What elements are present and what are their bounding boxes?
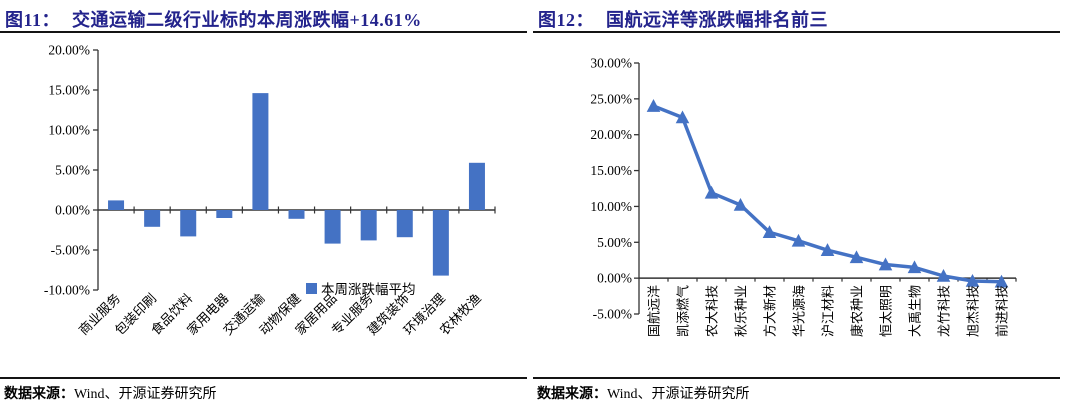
title-rule xyxy=(0,31,527,33)
y-tick-label: 20.00% xyxy=(590,127,632,142)
triangle-marker xyxy=(762,225,777,239)
y-tick-label: 15.00% xyxy=(590,163,632,178)
triangle-marker xyxy=(936,268,951,282)
x-category-label: 龙竹科技 xyxy=(937,285,952,337)
bar xyxy=(360,210,377,241)
y-tick-label: 0.00% xyxy=(597,271,632,286)
bar xyxy=(144,210,161,227)
legend-marker xyxy=(306,283,317,294)
y-tick-label: 5.00% xyxy=(55,163,90,178)
triangle-marker xyxy=(646,99,661,112)
figure-11-title: 图11： 交通运输二级行业标的本周涨跌幅+14.61% xyxy=(5,6,422,32)
y-tick-label: 10.00% xyxy=(590,199,632,214)
y-tick-label: -5.00% xyxy=(51,243,90,258)
figure-12-panel: 图12： 国航远洋等涨跌幅排名前三 30.00% 25.00% 20.00% 15.00… xyxy=(533,0,1065,412)
bar-chart-weekly-change: 20.00% 15.00% 10.00% 5.00% 0.00% -5.00% -10.00… xyxy=(44,43,496,338)
bar xyxy=(252,93,269,210)
bar xyxy=(432,210,449,276)
source-prefix: 数据来源： xyxy=(537,387,607,402)
bottom-rule xyxy=(0,377,527,379)
triangle-marker xyxy=(675,110,690,124)
source-prefix: 数据来源： xyxy=(4,387,74,402)
triangle-marker xyxy=(733,197,748,211)
y-tick-label: 20.00% xyxy=(48,43,90,58)
figure-12-source: 数据来源：Wind、开源证券研究所 xyxy=(537,383,750,403)
source-text: Wind、开源证券研究所 xyxy=(607,387,750,402)
bar xyxy=(288,210,305,219)
line-chart-top-rank: 30.00% 25.00% 20.00% 15.00% 10.00% 5.00% 0.00%… xyxy=(590,56,1017,337)
x-category-label: 国航远洋 xyxy=(647,285,662,337)
triangle-marker xyxy=(791,233,806,247)
triangle-marker xyxy=(878,257,893,271)
bar xyxy=(216,210,233,218)
y-tick-label: 30.00% xyxy=(590,56,632,71)
y-tick-label: 0.00% xyxy=(55,203,90,218)
x-category-label: 恒太照明 xyxy=(879,285,894,337)
y-tick-label: -10.00% xyxy=(44,283,90,298)
x-category-label: 农大科技 xyxy=(705,285,720,337)
x-category-label: 前进科技 xyxy=(995,285,1010,337)
triangle-marker xyxy=(907,260,922,274)
x-category-label: 沪江材料 xyxy=(821,285,836,337)
bar xyxy=(180,210,197,237)
y-tick-label: -5.00% xyxy=(593,307,632,322)
x-category-label: 凯添燃气 xyxy=(676,285,691,337)
y-tick-label: 15.00% xyxy=(48,83,90,98)
figure-11-source: 数据来源：Wind、开源证券研究所 xyxy=(4,383,217,403)
y-tick-label: 5.00% xyxy=(597,235,632,250)
triangle-marker xyxy=(849,250,864,264)
triangle-marker xyxy=(965,274,980,287)
bar xyxy=(324,210,341,244)
legend-label: 本周涨跌幅平均 xyxy=(321,282,416,297)
title-rule xyxy=(533,31,1060,33)
figure-11-panel: 图11： 交通运输二级行业标的本周涨跌幅+14.61% 20.00% 15.00% 1… xyxy=(0,0,532,412)
x-category-label: 方大新材 xyxy=(763,285,778,337)
bar xyxy=(108,200,125,210)
figure-11-number: 图11： xyxy=(5,10,61,30)
triangle-marker xyxy=(820,243,835,256)
x-category-label: 康农种业 xyxy=(850,285,865,337)
x-category-label: 旭杰科技 xyxy=(966,285,981,337)
x-category-label: 秋乐种业 xyxy=(734,285,749,337)
figure-12-title: 图12： 国航远洋等涨跌幅排名前三 xyxy=(538,6,828,32)
triangle-marker xyxy=(994,274,1009,288)
y-tick-label: 25.00% xyxy=(590,91,632,106)
figure-11-title-text: 交通运输二级行业标的本周涨跌幅+14.61% xyxy=(72,10,422,30)
figure-12-title-text: 国航远洋等涨跌幅排名前三 xyxy=(606,10,828,30)
bar xyxy=(468,162,485,210)
figure-12-number: 图12： xyxy=(538,10,594,30)
triangle-marker xyxy=(704,185,719,199)
y-tick-label: 10.00% xyxy=(48,123,90,138)
source-text: Wind、开源证券研究所 xyxy=(74,387,217,402)
x-category-label: 大禹生物 xyxy=(908,285,923,337)
bottom-rule xyxy=(533,377,1060,379)
bar xyxy=(396,210,413,238)
x-category-label: 华光源海 xyxy=(792,285,807,337)
